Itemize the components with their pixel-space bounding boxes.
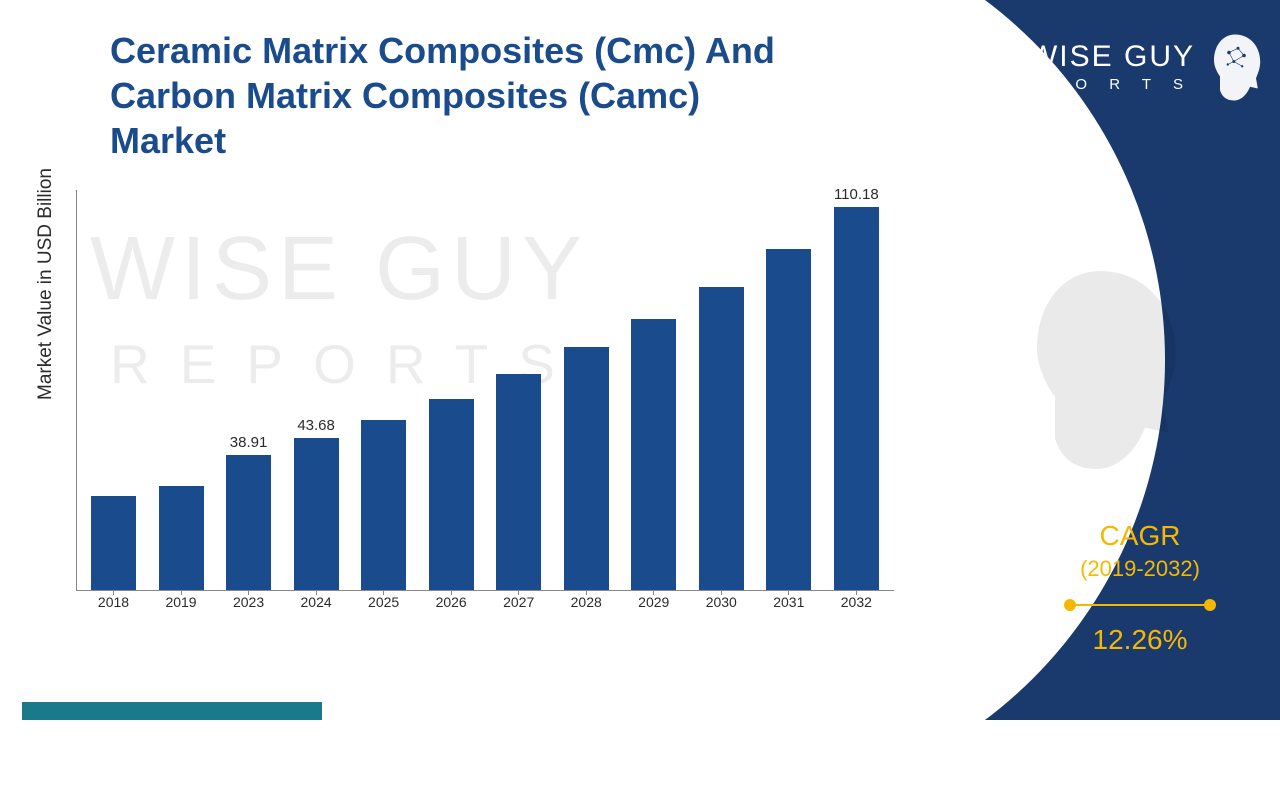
x-axis-label: 2023 (215, 594, 282, 610)
bar (766, 249, 811, 590)
chart-area: 38.9143.68110.18 (80, 190, 890, 590)
bar-value-label: 38.91 (230, 434, 268, 451)
cagr-block: CAGR (2019-2032) 12.26% (1030, 520, 1250, 656)
bar-group: 38.91 (215, 434, 282, 590)
x-axis-label: 2029 (620, 594, 687, 610)
bottom-accent-strip (22, 702, 322, 720)
logo-main-text: WISE GUY (978, 40, 1195, 74)
x-axis-label: 2030 (688, 594, 755, 610)
bar-group (485, 370, 552, 590)
cagr-value: 12.26% (1030, 624, 1250, 656)
x-axis-label: 2032 (823, 594, 890, 610)
x-axis-label: 2026 (418, 594, 485, 610)
bar-group (755, 245, 822, 590)
x-axis-label: 2019 (148, 594, 215, 610)
bar-value-label: 43.68 (297, 417, 335, 434)
x-axis-label: 2024 (283, 594, 350, 610)
cagr-dot-right (1204, 599, 1216, 611)
bar-group (620, 315, 687, 590)
bar (91, 496, 136, 590)
chart-title: Ceramic Matrix Composites (Cmc) And Carb… (110, 28, 790, 163)
bar-group: 110.18 (823, 186, 890, 590)
x-labels: 2018201920232024202520262027202820292030… (80, 594, 890, 610)
bar-group (350, 416, 417, 590)
bar (361, 420, 406, 590)
cagr-range: (2019-2032) (1030, 556, 1250, 582)
x-axis-label: 2025 (350, 594, 417, 610)
bar (564, 347, 609, 590)
logo-sub-text: R E P O R T S (978, 76, 1192, 93)
y-axis-line (76, 190, 77, 590)
bar (226, 455, 271, 590)
bar-value-label: 110.18 (834, 186, 879, 203)
x-axis-label: 2028 (553, 594, 620, 610)
x-axis-label: 2031 (755, 594, 822, 610)
bar (699, 287, 744, 590)
x-axis-label: 2027 (485, 594, 552, 610)
y-axis-label: Market Value in USD Billion (35, 168, 57, 400)
bar (631, 319, 676, 590)
cagr-title: CAGR (1030, 520, 1250, 552)
bar (429, 399, 474, 590)
bar-group (688, 283, 755, 590)
bar (496, 374, 541, 590)
bar-group: 43.68 (283, 417, 350, 590)
x-axis-label: 2018 (80, 594, 147, 610)
bar (159, 486, 204, 590)
cagr-divider (1070, 604, 1210, 606)
bar (834, 207, 879, 590)
cagr-dot-left (1064, 599, 1076, 611)
bar-group (148, 482, 215, 590)
bar-group (553, 343, 620, 590)
bar-group (80, 492, 147, 590)
logo-head-icon (1205, 30, 1265, 105)
bar (294, 438, 339, 590)
bars-container: 38.9143.68110.18 (80, 190, 890, 590)
bar-group (418, 395, 485, 590)
